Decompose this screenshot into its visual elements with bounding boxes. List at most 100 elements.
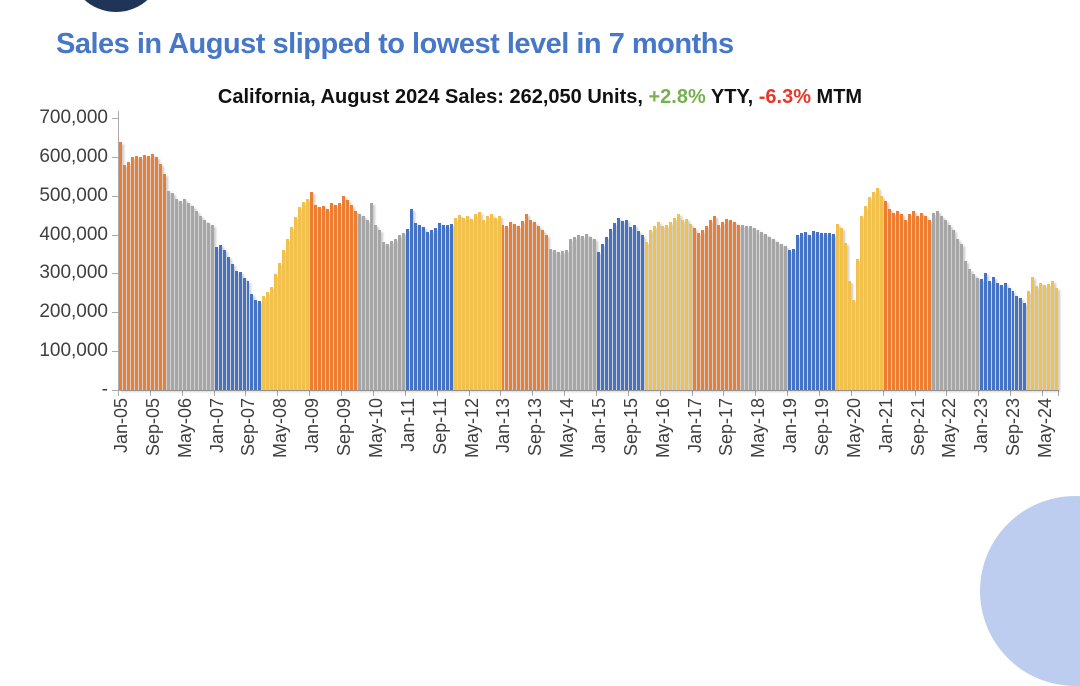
- bar-Nov-20: [876, 187, 880, 390]
- x-tick-mark: [978, 391, 980, 396]
- bar-Jul-20: [860, 216, 864, 390]
- x-tick-label: Jan-09: [302, 398, 323, 454]
- bar-Mar-21: [891, 212, 895, 390]
- bar-May-18: [756, 229, 760, 390]
- x-tick-label: Sep-05: [142, 398, 163, 457]
- bar-Apr-16: [656, 222, 660, 390]
- bar-Nov-15: [636, 230, 640, 390]
- bar-Apr-15: [609, 228, 613, 390]
- bar-Dec-16: [688, 223, 692, 390]
- x-tick-mark: [564, 391, 566, 396]
- bar-Aug-13: [529, 219, 533, 390]
- bar-Oct-23: [1015, 296, 1019, 390]
- bar-May-13: [517, 225, 521, 390]
- bar-Jun-09: [330, 203, 334, 390]
- bar-May-10: [374, 224, 377, 390]
- bar-Nov-18: [780, 244, 784, 390]
- bar-Mar-17: [700, 229, 704, 390]
- bar-Jul-08: [286, 239, 290, 390]
- bar-Apr-14: [561, 250, 565, 390]
- x-tick-label: Sep-07: [238, 398, 259, 457]
- x-tick-mark: [691, 391, 693, 396]
- bar-Dec-09: [354, 211, 358, 390]
- bar-Jan-16: [644, 241, 648, 390]
- x-tick-label: May-10: [365, 398, 386, 459]
- bar-May-17: [708, 219, 712, 390]
- bar-Oct-22: [967, 269, 971, 390]
- bar-Mar-16: [652, 226, 656, 390]
- bar-May-06: [182, 199, 186, 390]
- bar-Feb-11: [409, 209, 413, 390]
- bar-Dec-11: [449, 223, 453, 390]
- bar-Jan-22: [931, 212, 935, 390]
- bar-Apr-10: [370, 203, 373, 390]
- bar-Jun-06: [186, 202, 190, 390]
- bar-Apr-24: [1039, 282, 1043, 390]
- bar-Apr-13: [513, 223, 517, 390]
- bar-Dec-18: [784, 246, 788, 390]
- bar-Oct-12: [489, 214, 493, 390]
- bar-Dec-07: [258, 301, 262, 390]
- x-tick-mark: [914, 391, 916, 396]
- y-tick-label: 200,000: [39, 301, 108, 323]
- bar-Apr-19: [800, 232, 804, 390]
- x-tick-label: Sep-17: [716, 398, 737, 457]
- bar-Mar-24: [1035, 286, 1039, 390]
- bar-Oct-11: [441, 225, 445, 390]
- y-tick-label: 500,000: [39, 184, 108, 206]
- x-tick-mark: [819, 391, 821, 396]
- bar-Aug-14: [577, 235, 581, 390]
- chart-title-yty-label: YTY,: [705, 86, 759, 108]
- chart-title-mtm-label: MTM: [810, 86, 863, 108]
- bar-Aug-15: [625, 219, 628, 390]
- bar-May-21: [899, 214, 903, 390]
- bar-Apr-06: [178, 200, 182, 390]
- bar-Sep-09: [342, 195, 346, 390]
- bar-Apr-09: [322, 205, 326, 390]
- bar-Jun-20: [856, 258, 860, 390]
- bar-Apr-17: [704, 226, 708, 390]
- bar-Mar-23: [987, 280, 991, 390]
- bar-May-05: [134, 155, 138, 390]
- bar-Jun-17: [712, 216, 716, 390]
- bar-Dec-10: [401, 233, 405, 390]
- bar-Apr-12: [465, 215, 469, 390]
- x-tick-label: May-12: [461, 398, 482, 459]
- bar-Jan-11: [405, 228, 409, 390]
- bar-Aug-07: [242, 277, 246, 390]
- bar-Jan-17: [692, 228, 696, 390]
- x-tick-label: Sep-19: [812, 398, 832, 457]
- x-tick-label: Jan-07: [206, 398, 227, 454]
- y-tick-mark: [112, 118, 118, 119]
- bar-Jul-24: [1051, 281, 1055, 390]
- x-tick-mark: [277, 391, 279, 396]
- bar-Jun-07: [234, 270, 238, 390]
- bar-Feb-05: [122, 164, 126, 390]
- bar-Apr-22: [943, 219, 947, 390]
- x-tick-mark: [309, 391, 311, 396]
- bar-Oct-18: [776, 241, 780, 390]
- bar-Jan-07: [214, 247, 218, 390]
- bar-Dec-14: [593, 239, 597, 390]
- x-tick-mark: [341, 391, 343, 396]
- bar-Sep-20: [868, 197, 872, 390]
- x-tick-mark: [755, 391, 757, 396]
- bar-Dec-08: [306, 199, 310, 390]
- bar-Jun-24: [1047, 284, 1051, 390]
- bar-Sep-05: [150, 154, 154, 390]
- bar-Sep-15: [629, 226, 632, 390]
- bar-Jan-10: [358, 214, 362, 390]
- x-tick-label: Jan-11: [397, 398, 418, 452]
- x-tick-mark: [946, 391, 948, 396]
- bar-May-16: [660, 226, 664, 390]
- bar-Jan-24: [1027, 290, 1031, 390]
- bar-Dec-21: [927, 219, 931, 390]
- bar-Feb-19: [792, 248, 796, 390]
- bar-May-07: [230, 263, 234, 390]
- x-tick-mark: [500, 391, 502, 396]
- bar-Oct-15: [632, 224, 636, 390]
- bar-Jun-18: [760, 231, 764, 390]
- bar-Oct-21: [919, 212, 923, 390]
- y-tick-mark: [112, 195, 118, 197]
- bar-Oct-10: [393, 238, 397, 390]
